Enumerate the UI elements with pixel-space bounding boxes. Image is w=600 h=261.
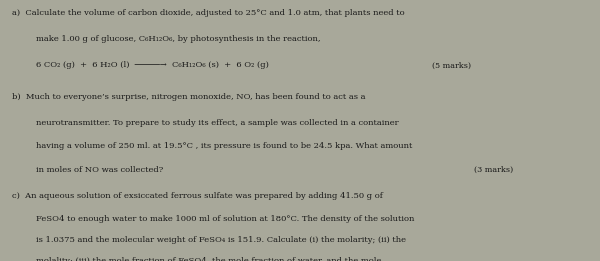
Text: is 1.0375 and the molecular weight of FeSO₄ is 151.9. Calculate (i) the molarity: is 1.0375 and the molecular weight of Fe… <box>36 236 406 244</box>
Text: having a volume of 250 ml. at 19.5°C , its pressure is found to be 24.5 kpa. Wha: having a volume of 250 ml. at 19.5°C , i… <box>36 142 412 150</box>
Text: 6 CO₂ (g)  +  6 H₂O (l)  ─────→  C₆H₁₂O₆ (s)  +  6 O₂ (g): 6 CO₂ (g) + 6 H₂O (l) ─────→ C₆H₁₂O₆ (s)… <box>36 61 269 69</box>
Text: neurotransmitter. To prepare to study its effect, a sample was collected in a co: neurotransmitter. To prepare to study it… <box>36 119 398 127</box>
Text: b)  Much to everyone’s surprise, nitrogen monoxide, NO, has been found to act as: b) Much to everyone’s surprise, nitrogen… <box>12 93 365 101</box>
Text: molality; (iii) the mole fraction of FeSO4, the mole fraction of water, and the : molality; (iii) the mole fraction of FeS… <box>36 257 382 261</box>
Text: a)  Calculate the volume of carbon dioxide, adjusted to 25°C and 1.0 atm, that p: a) Calculate the volume of carbon dioxid… <box>12 9 404 17</box>
Text: make 1.00 g of glucose, C₆H₁₂O₆, by photosynthesis in the reaction,: make 1.00 g of glucose, C₆H₁₂O₆, by phot… <box>36 35 320 43</box>
Text: (5 marks): (5 marks) <box>432 61 471 69</box>
Text: FeSO4 to enough water to make 1000 ml of solution at 180°C. The density of the s: FeSO4 to enough water to make 1000 ml of… <box>36 215 415 223</box>
Text: c)  An aqueous solution of exsiccated ferrous sulfate was prepared by adding 41.: c) An aqueous solution of exsiccated fer… <box>12 192 383 200</box>
Text: in moles of NO was collected?: in moles of NO was collected? <box>36 166 163 174</box>
Text: (3 marks): (3 marks) <box>474 166 513 174</box>
